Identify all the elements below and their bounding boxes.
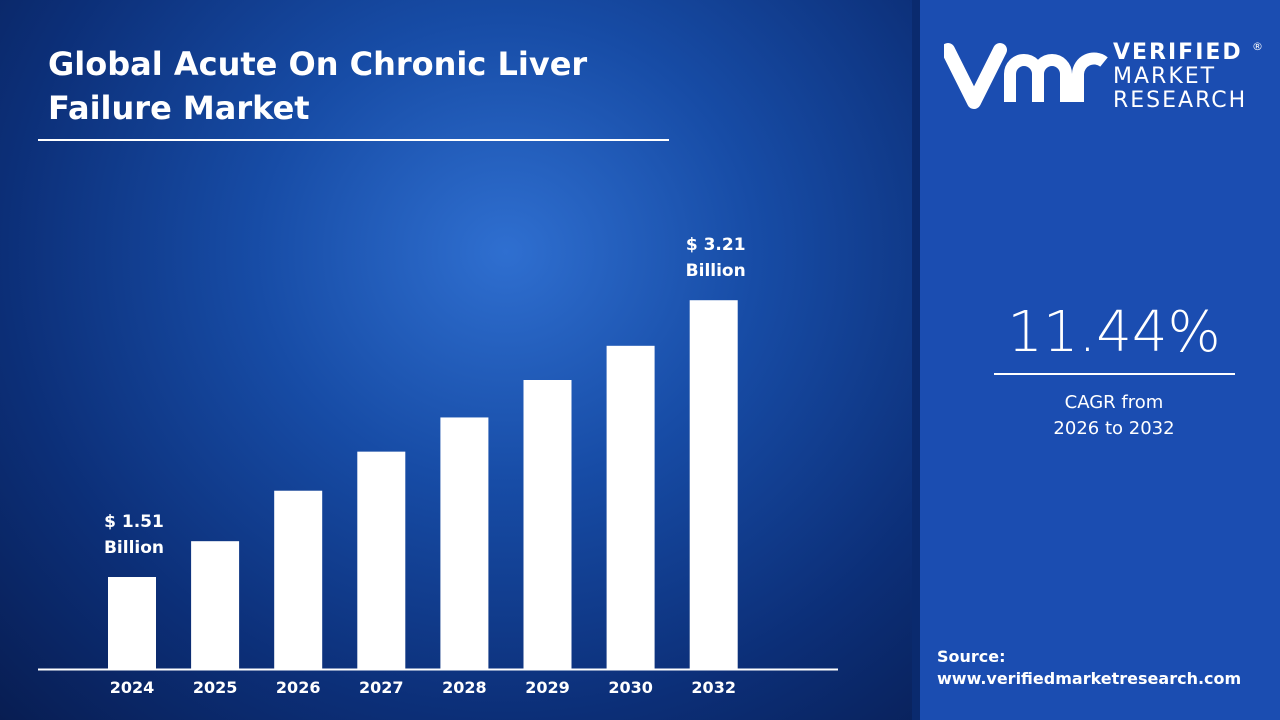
bar-chart: 2024 $ 1.51 Billion 2025 2026 2027 2028 2029 203… (0, 0, 920, 720)
registered-mark: ® (1252, 40, 1263, 53)
source: Source: www.verifiedmarketresearch.com (937, 646, 1241, 690)
brand-line-1: VERIFIED (1113, 40, 1243, 65)
bar-2029 (523, 379, 572, 669)
chart-title: Global Acute On Chronic Liver Failure Ma… (48, 45, 588, 127)
x-tick-label: 2027 (359, 678, 404, 697)
bar-2024 (108, 577, 156, 669)
bar-2028 (440, 417, 489, 669)
x-tick-label: 2030 (608, 678, 653, 697)
cagr-value: 11.44% (1007, 300, 1221, 365)
x-tick-label: 2026 (276, 678, 321, 697)
data-label-unit: Billion (686, 261, 746, 281)
brand-name: VERIFIED MARKET RESEARCH (1113, 41, 1247, 113)
cagr-label-line-2: 2026 to 2032 (1053, 418, 1175, 439)
x-tick-label: 2032 (691, 678, 736, 697)
brand-line-2: MARKET (1113, 64, 1217, 89)
data-label-value: $ 1.51 (104, 512, 164, 532)
x-tick-label: 2024 (110, 678, 155, 697)
bar-2030 (606, 345, 655, 669)
x-tick-label: 2028 (442, 678, 487, 697)
bar-2027 (357, 451, 406, 669)
source-url[interactable]: www.verifiedmarketresearch.com (937, 669, 1242, 688)
data-label-value: $ 3.21 (686, 235, 746, 255)
source-label: Source: (937, 647, 1006, 666)
panel-divider (912, 0, 920, 720)
bar-2032 (689, 300, 738, 669)
cagr-divider (994, 373, 1235, 375)
x-tick-label: 2025 (193, 678, 238, 697)
data-label-unit: Billion (104, 538, 164, 558)
title-underline (38, 139, 669, 141)
cagr-label-line-1: CAGR from (1064, 392, 1164, 413)
cagr-label: CAGR from 2026 to 2032 (994, 390, 1234, 442)
x-tick-label: 2029 (525, 678, 570, 697)
vmr-logo-icon (944, 43, 1108, 109)
brand-line-3: RESEARCH (1113, 88, 1248, 113)
bar-2025 (191, 541, 240, 669)
info-panel (920, 0, 1280, 720)
bar-2026 (274, 490, 323, 669)
